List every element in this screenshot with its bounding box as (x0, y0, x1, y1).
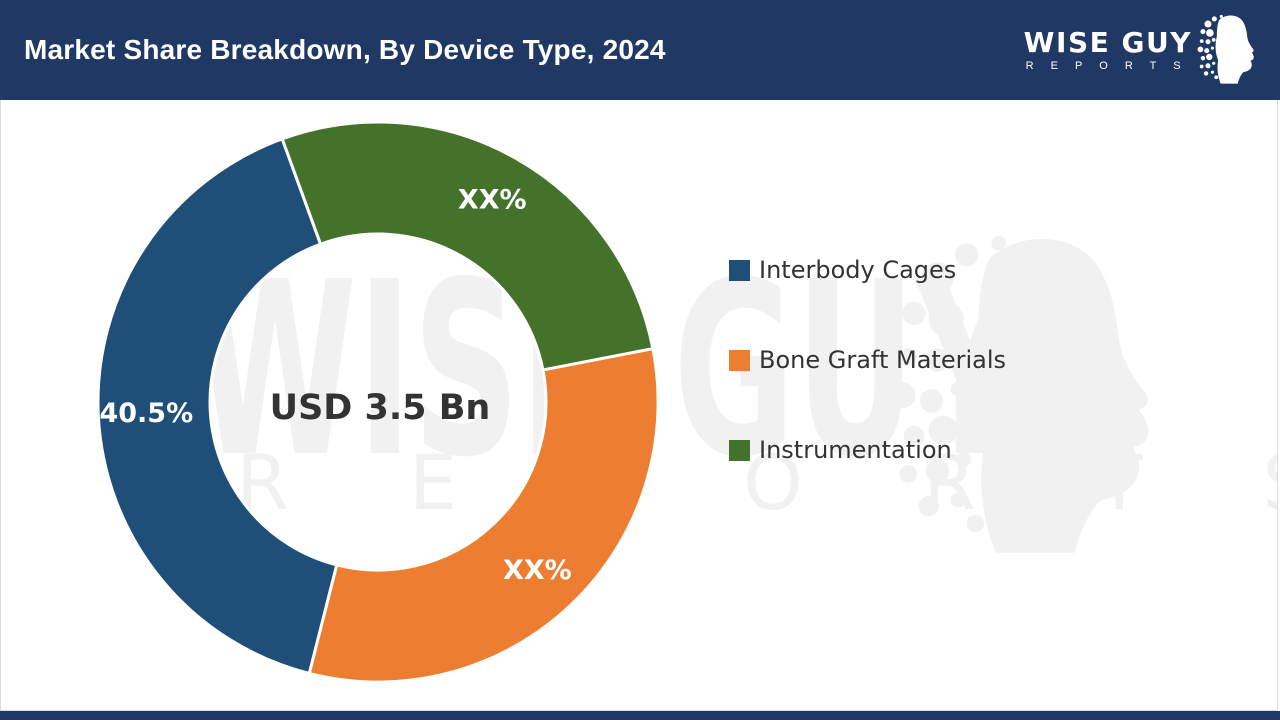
slice-label-instrumentation: XX% (458, 185, 527, 216)
legend-swatch-instrumentation (729, 439, 750, 461)
center-value: USD 3.5 Bn (270, 388, 491, 428)
slice-label-interbody-cages: 40.5% (99, 398, 193, 429)
page-title: Market Share Breakdown, By Device Type, … (24, 34, 666, 65)
logo-face-icon (1197, 14, 1254, 84)
legend-item-bone-graft-materials: Bone Graft Materials (729, 345, 1006, 375)
donut-slice-interbody-cages (96, 137, 339, 675)
legend-label: Interbody Cages (759, 256, 957, 284)
logo-subtext: R E P O R T S (1025, 59, 1188, 72)
legend-label: Bone Graft Materials (759, 346, 1006, 374)
legend-swatch-interbody-cages (729, 259, 750, 281)
logo-text: WISE GUY R E P O R T S (1023, 25, 1192, 72)
legend-label: Instrumentation (759, 436, 952, 464)
wiseguy-logo: WISE GUY R E P O R T S (1024, 12, 1260, 88)
slice-label-bone-graft-materials: XX% (503, 555, 572, 586)
chart-area: WISE GUY R E P O R T S 40.5% XX% XX% USD (0, 100, 1278, 711)
legend-item-interbody-cages: Interbody Cages (729, 255, 1006, 285)
donut-slice-bone-graft-materials (307, 347, 660, 684)
legend-item-instrumentation: Instrumentation (729, 435, 1006, 465)
logo-wordmark: WISE GUY (1023, 25, 1192, 59)
legend-swatch-bone-graft-materials (729, 349, 750, 371)
donut-slice-instrumentation (280, 120, 655, 372)
footer-bar (0, 711, 1280, 720)
legend: Interbody Cages Bone Graft Materials Ins… (729, 255, 1006, 525)
header-bar: Market Share Breakdown, By Device Type, … (0, 0, 1280, 100)
donut-chart: 40.5% XX% XX% USD 3.5 Bn (96, 120, 660, 684)
